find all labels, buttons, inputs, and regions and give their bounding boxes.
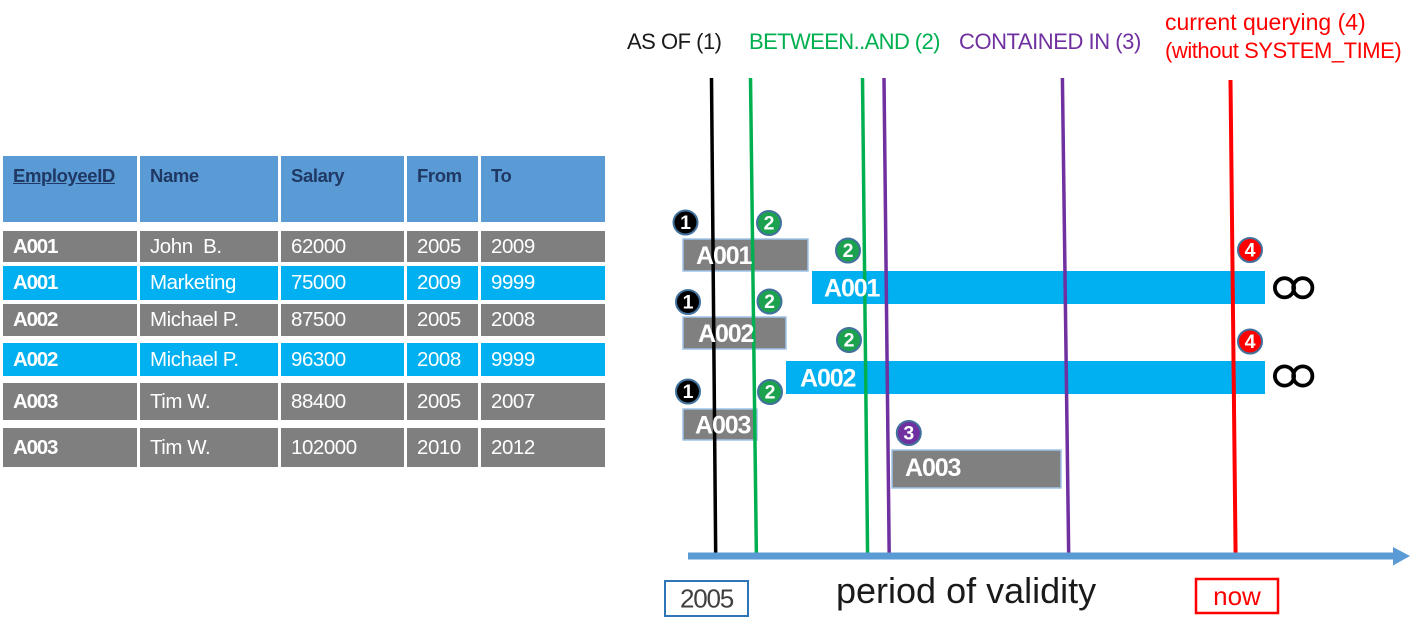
svg-text:4: 4	[1245, 240, 1256, 262]
svg-text:1: 1	[683, 292, 694, 314]
svg-text:2: 2	[843, 240, 854, 262]
svg-text:now: now	[1213, 581, 1261, 611]
svg-text:(without SYSTEM_TIME): (without SYSTEM_TIME)	[1165, 38, 1401, 63]
svg-text:1: 1	[683, 381, 694, 403]
svg-text:2: 2	[764, 213, 775, 235]
svg-text:A002: A002	[698, 320, 754, 348]
svg-text:2: 2	[764, 291, 775, 313]
svg-text:A003: A003	[695, 412, 751, 440]
svg-text:BETWEEN..AND (2): BETWEEN..AND (2)	[749, 29, 940, 54]
svg-text:current querying (4): current querying (4)	[1165, 9, 1366, 35]
svg-text:A001: A001	[696, 242, 753, 270]
svg-text:A002: A002	[800, 365, 856, 393]
svg-text:2: 2	[844, 330, 855, 352]
svg-text:period of validity: period of validity	[836, 570, 1096, 611]
svg-text:A003: A003	[905, 454, 961, 482]
svg-text:3: 3	[903, 423, 914, 445]
svg-text:2005: 2005	[680, 584, 734, 614]
svg-text:1: 1	[680, 212, 691, 234]
svg-text:2: 2	[765, 382, 776, 404]
svg-text:AS OF (1): AS OF (1)	[627, 29, 722, 54]
svg-text:4: 4	[1245, 331, 1256, 353]
svg-text:A001: A001	[824, 275, 881, 303]
svg-text:CONTAINED IN (3): CONTAINED IN (3)	[959, 29, 1141, 54]
